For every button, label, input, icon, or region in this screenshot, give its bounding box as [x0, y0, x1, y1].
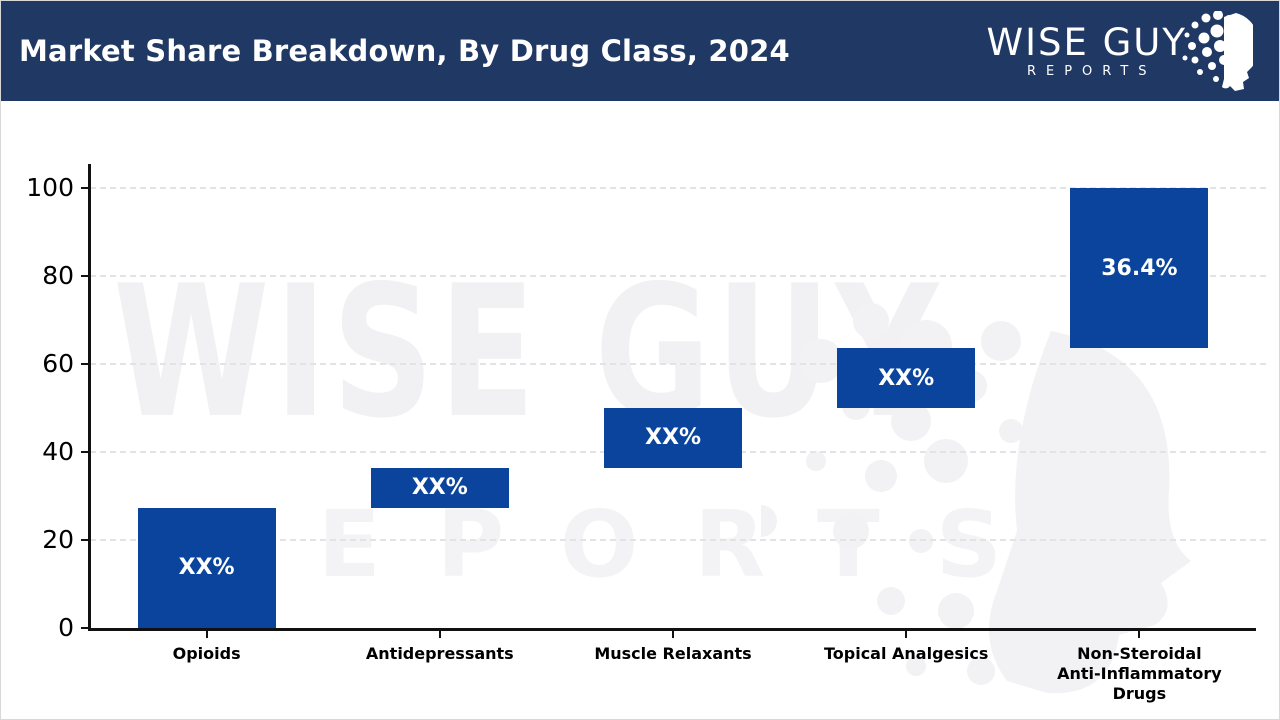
- logo-text: WISE GUY REPORTS: [987, 24, 1187, 79]
- y-tick-mark-60: [81, 363, 90, 365]
- x-axis-line: [88, 628, 1256, 631]
- wise-guy-reports-logo: WISE GUY REPORTS: [987, 11, 1253, 91]
- x-axis-label-non-steroidal-anti-inflammatory-drugs: Non-Steroidal Anti-Inflammatory Drugs: [1057, 644, 1222, 703]
- chart-title: Market Share Breakdown, By Drug Class, 2…: [19, 34, 790, 68]
- watermark-wordmark: WISE GUY: [113, 246, 944, 458]
- x-tick-mark-non-steroidal-anti-inflammatory-drugs: [1138, 631, 1141, 638]
- logo-wordmark: WISE GUY: [986, 20, 1187, 64]
- bar-opioids: XX%: [137, 507, 276, 628]
- y-tick-mark-80: [81, 275, 90, 277]
- y-tick-label-0: 0: [58, 613, 74, 642]
- logo-subtitle: REPORTS: [1026, 63, 1157, 79]
- gridline-80: [90, 275, 1266, 277]
- gridline-100: [90, 187, 1266, 189]
- x-tick-mark-antidepressants: [438, 631, 441, 638]
- bar-antidepressants: XX%: [370, 467, 509, 508]
- bar-value-label: XX%: [645, 425, 701, 451]
- y-tick-mark-0: [81, 627, 90, 629]
- y-tick-label-40: 40: [42, 437, 74, 466]
- bar-non-steroidal-anti-inflammatory-drugs: 36.4%: [1070, 188, 1209, 349]
- y-tick-label-60: 60: [42, 349, 74, 378]
- bar-value-label: XX%: [878, 365, 935, 391]
- x-axis-label-opioids: Opioids: [172, 644, 241, 663]
- bar-value-label: XX%: [411, 475, 468, 501]
- y-axis-line: [88, 164, 91, 631]
- header-bar: Market Share Breakdown, By Drug Class, 2…: [1, 1, 1279, 101]
- y-tick-mark-20: [81, 539, 90, 541]
- x-tick-mark-muscle-relaxants: [672, 631, 674, 638]
- head-dots-icon: [1182, 11, 1253, 91]
- gridline-20: [90, 539, 1266, 541]
- bar-muscle-relaxants: XX%: [604, 408, 742, 468]
- y-tick-label-20: 20: [42, 525, 74, 554]
- x-tick-mark-topical-analgesics: [905, 631, 908, 638]
- plot-area: WISE GUY REPORTS 0 20 40 60 80 100 XX% Opioids X…: [1, 101, 1279, 719]
- x-axis-label-muscle-relaxants: Muscle Relaxants: [594, 644, 752, 663]
- x-axis-label-topical-analgesics: Topical Analgesics: [823, 644, 989, 663]
- y-tick-mark-40: [81, 451, 90, 453]
- bar-value-label: 36.4%: [1101, 255, 1178, 281]
- x-tick-mark-opioids: [205, 631, 208, 638]
- gridline-60: [90, 363, 1266, 365]
- y-tick-mark-100: [81, 187, 90, 189]
- bar-topical-analgesics: XX%: [837, 348, 976, 408]
- y-tick-label-80: 80: [42, 261, 74, 290]
- bar-value-label: XX%: [178, 555, 235, 581]
- watermark-subtitle: REPORTS: [191, 491, 1059, 598]
- y-tick-label-100: 100: [26, 173, 74, 202]
- x-axis-label-antidepressants: Antidepressants: [365, 644, 514, 663]
